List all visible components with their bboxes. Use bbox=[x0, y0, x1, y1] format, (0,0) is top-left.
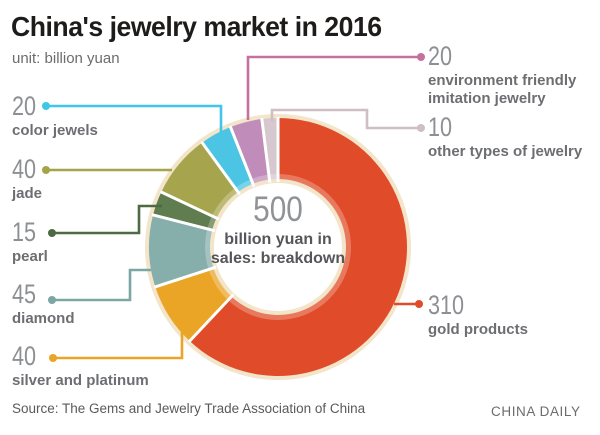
callout-line-pearl bbox=[52, 204, 162, 235]
brand-logo: CHINA DAILY bbox=[491, 404, 581, 419]
callout-color-jewels: 20 color jewels bbox=[12, 91, 98, 140]
callout-jade: 40 jade bbox=[12, 154, 43, 203]
callout-environment-friendly-value: 20 bbox=[428, 41, 453, 71]
callout-dot-diamond bbox=[48, 296, 56, 304]
donut-segment-environment-friendly-imitation-jewelry bbox=[230, 119, 270, 184]
callout-other-types-label: other types of jewelry bbox=[428, 143, 583, 160]
callout-pearl-label: pearl bbox=[12, 248, 48, 265]
callout-environment-friendly-imitation-jewelry: 20 environment friendly imitation jewelr… bbox=[428, 41, 588, 108]
callout-gold-products: 310 gold products bbox=[428, 290, 528, 339]
segment-gap bbox=[151, 213, 216, 233]
callout-silver-and-platinum: 40 silver and platinum bbox=[12, 341, 149, 390]
callout-diamond-label: diamond bbox=[12, 310, 75, 327]
callout-color-jewels-label: color jewels bbox=[12, 122, 98, 139]
callout-gold-products-label: gold products bbox=[428, 321, 528, 338]
callout-color-jewels-value: 20 bbox=[12, 91, 37, 121]
callout-other-types-of-jewelry: 10 other types of jewelry bbox=[428, 112, 583, 161]
callout-line-other-types-of-jewelry bbox=[270, 108, 421, 130]
segment-gap bbox=[200, 140, 242, 196]
callout-silver-and-platinum-label: silver and platinum bbox=[12, 372, 149, 389]
donut-segment-pearl bbox=[153, 192, 217, 231]
callout-line-silver-and-platinum bbox=[53, 331, 184, 360]
callout-dot-jade bbox=[42, 166, 50, 174]
total-value: 500 bbox=[253, 190, 303, 229]
donut-segment-jade bbox=[161, 142, 239, 219]
segment-gap bbox=[153, 265, 217, 289]
callout-dot-pearl bbox=[48, 229, 56, 237]
callout-environment-friendly-label: environment friendly imitation jewelry bbox=[428, 72, 577, 107]
callout-dot-other-types-of-jewelry bbox=[417, 124, 425, 132]
callout-line-environment-friendly-imitation-jewelry bbox=[246, 55, 421, 120]
donut-inner-glow bbox=[205, 174, 351, 320]
donut-center-text: 500 billion yuan in sales: breakdown bbox=[168, 190, 388, 268]
donut-segment-color-jewels bbox=[202, 127, 253, 192]
callout-gold-products-value: 310 bbox=[428, 290, 465, 320]
center-caption: billion yuan in sales: breakdown bbox=[168, 230, 388, 268]
donut-segment-diamond bbox=[149, 214, 214, 287]
donut-segment-other-types-of-jewelry bbox=[261, 118, 278, 180]
callout-pearl-value: 15 bbox=[12, 217, 37, 247]
callout-dot-environment-friendly-imitation-jewelry bbox=[417, 53, 425, 61]
donut-hole bbox=[214, 183, 342, 311]
callout-line-color-jewels bbox=[46, 104, 223, 133]
callout-dot-color-jewels bbox=[42, 102, 50, 110]
callout-dot-silver-and-platinum bbox=[49, 354, 57, 362]
callout-line-diamond bbox=[52, 268, 151, 302]
callout-jade-label: jade bbox=[12, 185, 43, 202]
source-note: Source: The Gems and Jewelry Trade Assoc… bbox=[12, 401, 366, 416]
page-title: China's jewelry market in 2016 bbox=[11, 11, 382, 42]
unit-label: unit: billion yuan bbox=[12, 50, 120, 67]
callout-jade-value: 40 bbox=[12, 154, 37, 184]
callout-silver-and-platinum-value: 40 bbox=[12, 341, 37, 371]
segment-gap bbox=[187, 293, 235, 343]
callout-other-types-value: 10 bbox=[428, 112, 453, 142]
callout-diamond: 45 diamond bbox=[12, 279, 75, 328]
callout-dot-gold-products bbox=[415, 300, 423, 308]
segment-gap bbox=[228, 125, 256, 188]
segment-gap bbox=[260, 117, 272, 183]
segment-gap bbox=[159, 190, 220, 221]
center-caption-line2: sales: breakdown bbox=[210, 250, 346, 267]
callout-pearl: 15 pearl bbox=[12, 217, 48, 266]
donut-segment-gold-products bbox=[189, 118, 407, 377]
center-caption-line1: billion yuan in bbox=[224, 231, 332, 248]
callout-diamond-value: 45 bbox=[12, 279, 37, 309]
donut-segment-silver-and-platinum bbox=[155, 268, 232, 342]
